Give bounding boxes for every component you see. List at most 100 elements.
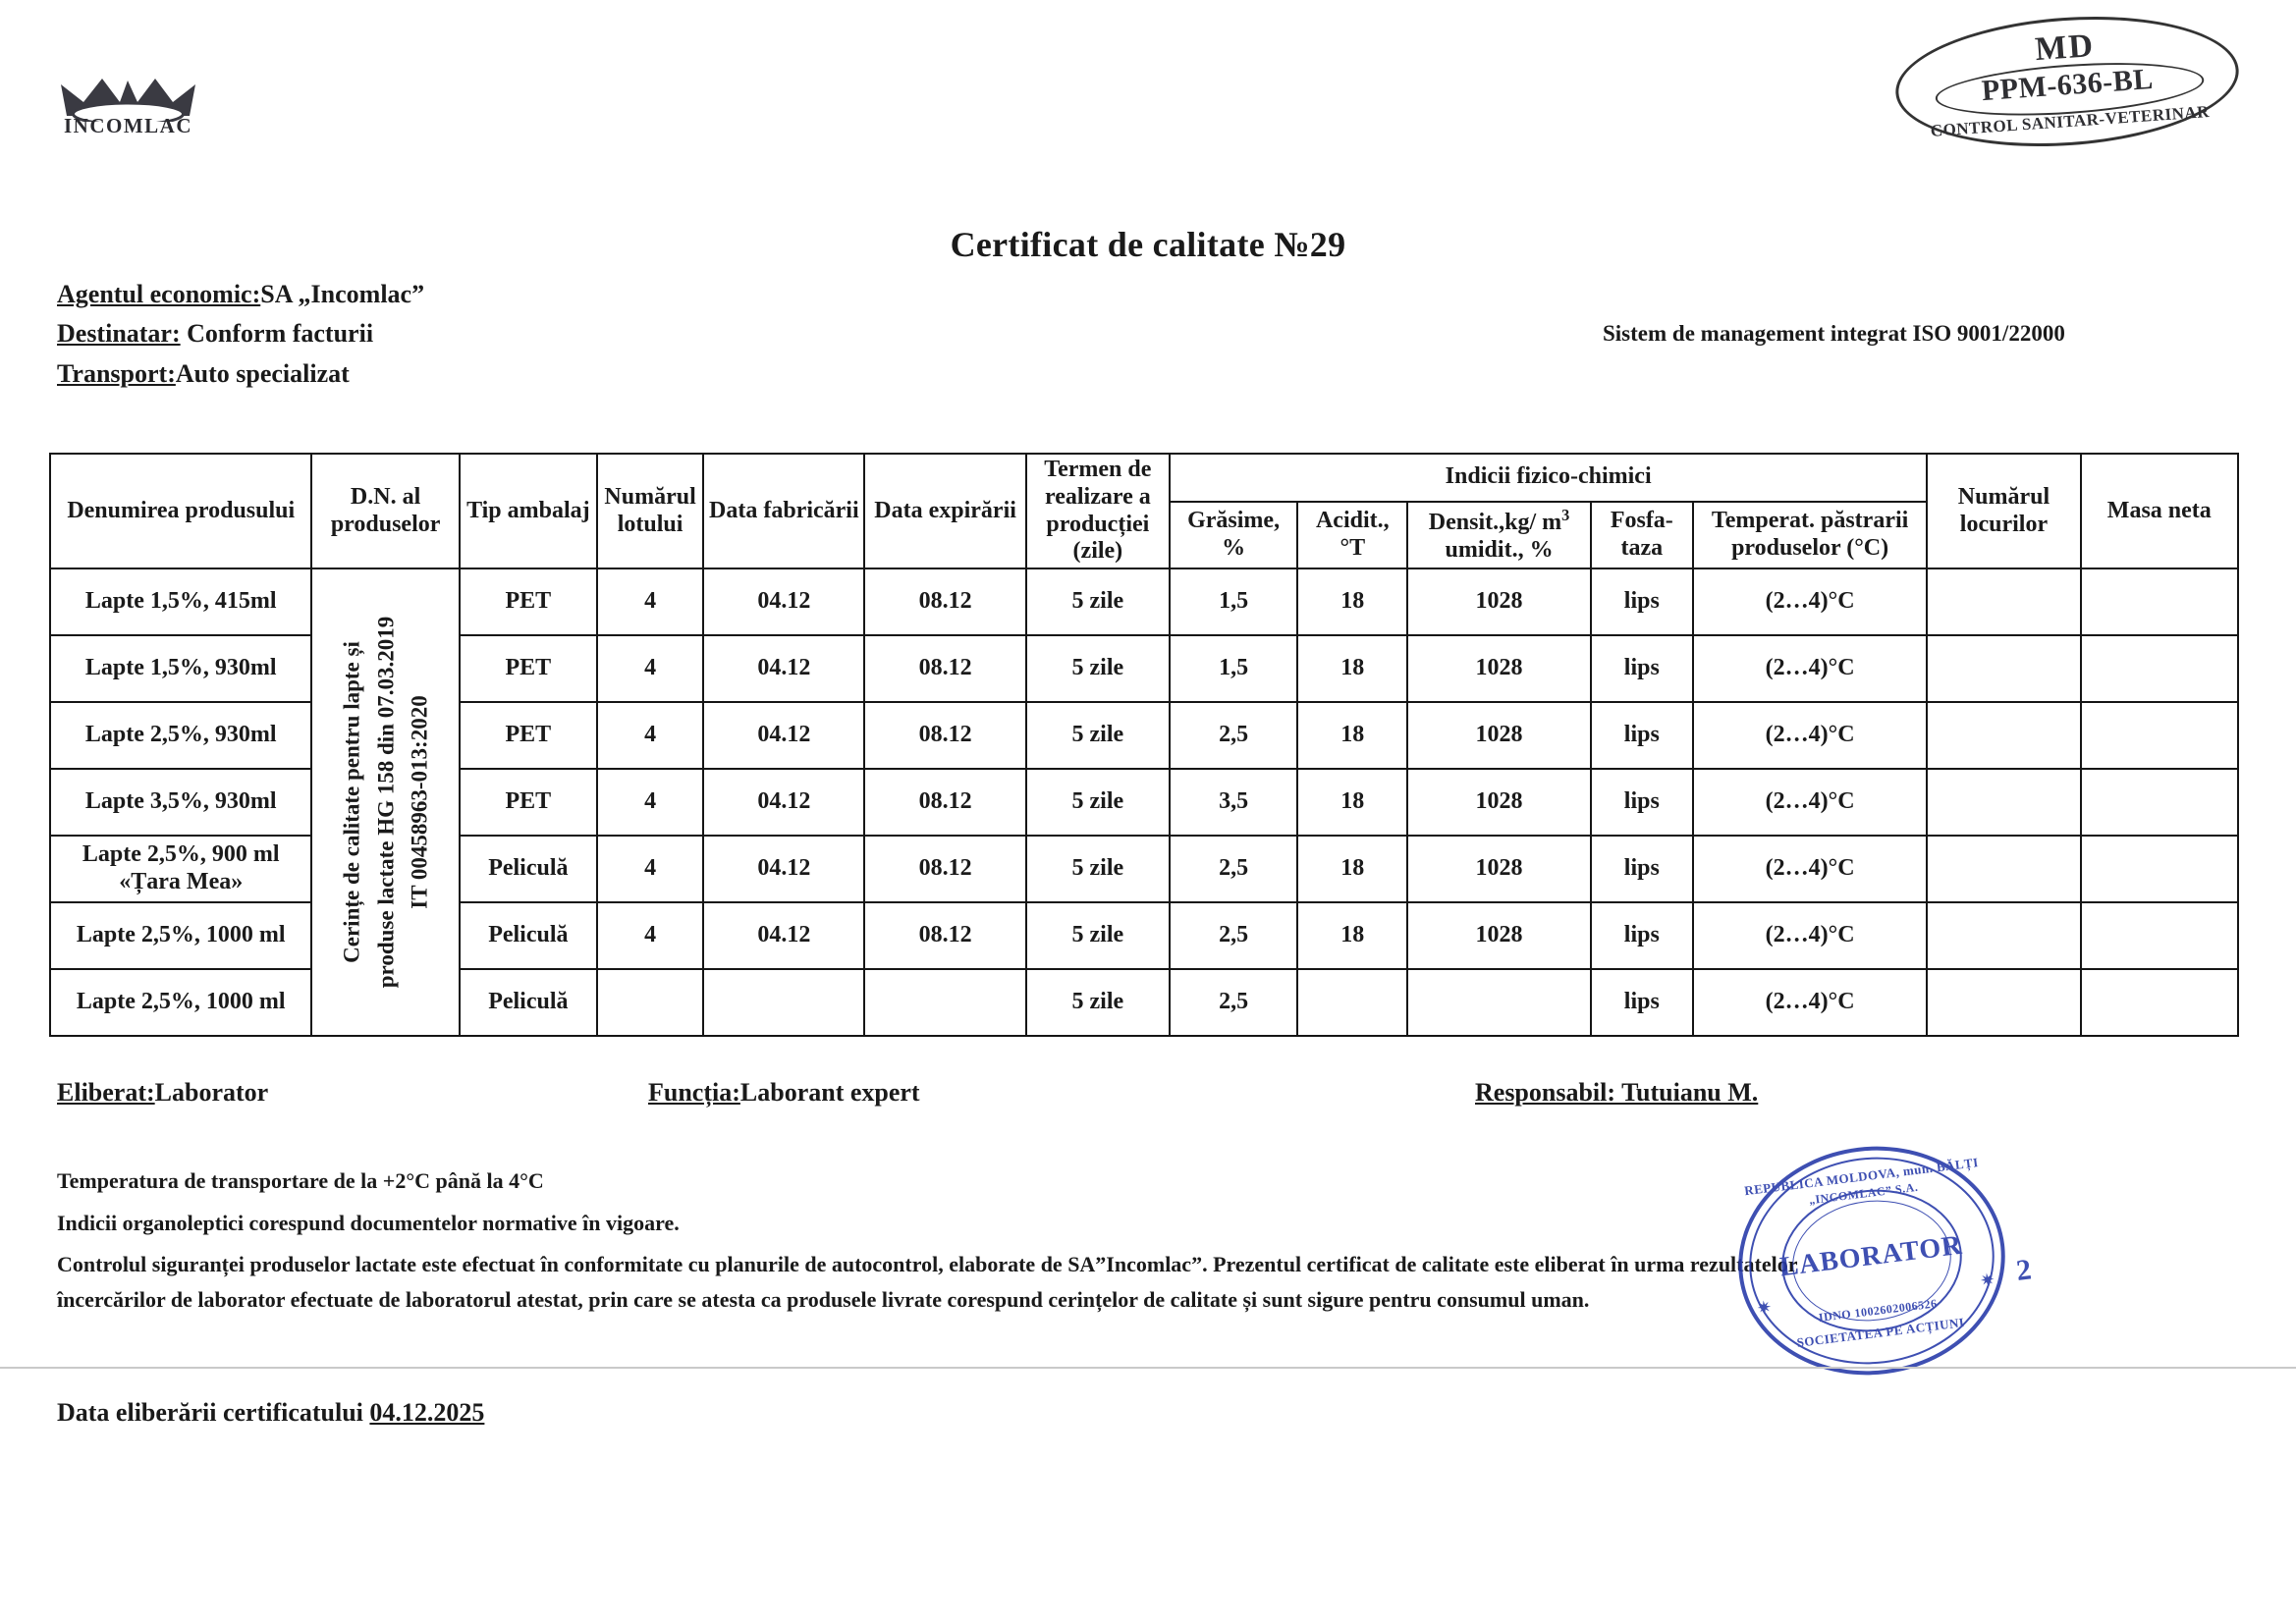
acidity-cell — [1296, 968, 1409, 1038]
acidity-cell: 18 — [1296, 768, 1409, 838]
packaging-type-cell: Peliculă — [458, 901, 598, 971]
net-mass-cell — [2079, 634, 2240, 704]
lot-number-cell: 4 — [595, 568, 705, 637]
manufacture-date-cell: 04.12 — [702, 835, 866, 904]
issue-date-line: Data eliberării certificatului 04.12.202… — [57, 1398, 484, 1428]
table-row: Lapte 1,5%, 415ml Cerințe de calitate pen… — [48, 568, 2240, 1038]
col-fosfataza: Fosfa-taza — [1589, 500, 1694, 570]
manufacture-date-cell: 04.12 — [702, 901, 866, 971]
packaging-type-cell: Peliculă — [458, 835, 598, 904]
density-cell: 1028 — [1406, 568, 1592, 637]
dn-text-line2: produse lactate HG 158 din 07.03.2019 — [372, 617, 398, 989]
product-name-cell: Lapte 2,5%, 930ml — [48, 701, 313, 771]
col-denumirea-produsului: Denumirea produsului — [48, 452, 313, 570]
col-numarul-locurilor: Numărul locurilor — [1926, 452, 2082, 570]
phosphatase-cell: lips — [1589, 968, 1694, 1038]
col-densitate: Densit.,kg/ m3 umidit., % — [1406, 500, 1592, 570]
places-count-cell — [1926, 568, 2082, 637]
certificate-table-wrapper: Denumirea produsului D.N. al produselor … — [48, 452, 2240, 1038]
table-head: Denumirea produsului D.N. al produselor … — [48, 452, 2240, 570]
storage-temperature-cell: (2…4)°C — [1691, 701, 1929, 771]
col-data-fabricarii: Data fabricării — [702, 452, 866, 570]
storage-temperature-cell: (2…4)°C — [1691, 901, 1929, 971]
expiry-date-cell: 08.12 — [863, 901, 1027, 971]
col-numarul-lotului: Numărul lotului — [595, 452, 705, 570]
expiry-date-cell: 08.12 — [863, 568, 1027, 637]
col-masa-neta: Masa neta — [2079, 452, 2240, 570]
table-row: Lapte 2,5%, 930ml PET 4 04.12 08.12 5 zile 2,5… — [48, 701, 2240, 771]
functia-value: Laborant expert — [739, 1078, 920, 1107]
header-row-2: Grăsime, % Acidit., °T Densit.,kg/ m3 um… — [50, 500, 2238, 570]
lot-number-cell: 4 — [595, 634, 705, 704]
shelf-life-cell: 5 zile — [1024, 634, 1171, 704]
packaging-type-cell: PET — [458, 768, 598, 838]
destinatar-label: Destinatar: — [57, 319, 181, 348]
expiry-date-cell: 08.12 — [863, 835, 1027, 904]
phosphatase-cell: lips — [1589, 768, 1694, 838]
product-name-cell: Lapte 1,5%, 930ml — [48, 634, 313, 704]
places-count-cell — [1926, 701, 2082, 771]
density-cell: 1028 — [1406, 634, 1592, 704]
laboratory-stamp: REPUBLICA MOLDOVA, mun. BĂLȚI „INCOMLAC”… — [1724, 1131, 2033, 1390]
acidity-cell: 18 — [1296, 701, 1409, 771]
expiry-date-cell: 08.12 — [863, 634, 1027, 704]
storage-temperature-cell: (2…4)°C — [1691, 634, 1929, 704]
density-cell: 1028 — [1406, 768, 1592, 838]
col-grasime: Grăsime, % — [1168, 500, 1299, 570]
dn-text-line1: Cerințe de calitate pentru lapte și — [338, 641, 363, 964]
note-transport-temperature: Temperatura de transportare de la +2°C p… — [57, 1168, 544, 1193]
acidity-cell: 18 — [1296, 568, 1409, 637]
expiry-date-cell — [863, 968, 1027, 1038]
page-number: 2 — [2014, 1253, 2034, 1287]
fat-content-cell: 2,5 — [1168, 968, 1299, 1038]
places-count-cell — [1926, 968, 2082, 1038]
eliberat-label: Eliberat: — [57, 1078, 155, 1107]
product-name-cell: Lapte 3,5%, 930ml — [48, 768, 313, 838]
manufacture-date-cell: 04.12 — [702, 634, 866, 704]
manufacture-date-cell: 04.12 — [702, 768, 866, 838]
density-cell: 1028 — [1406, 701, 1592, 771]
shelf-life-cell: 5 zile — [1024, 835, 1171, 904]
responsabil-line: Responsabil: Tutuianu M. — [1475, 1078, 1758, 1108]
net-mass-cell — [2079, 701, 2240, 771]
net-mass-cell — [2079, 835, 2240, 904]
product-name-cell: Lapte 1,5%, 415ml — [48, 568, 313, 637]
acidity-cell: 18 — [1296, 634, 1409, 704]
agent-economic-value: SA „Incomlac” — [260, 280, 425, 308]
fat-content-cell: 1,5 — [1168, 634, 1299, 704]
shelf-life-cell: 5 zile — [1024, 901, 1171, 971]
packaging-type-cell: PET — [458, 634, 598, 704]
density-cell: 1028 — [1406, 901, 1592, 971]
acidity-cell: 18 — [1296, 835, 1409, 904]
transport-value: Auto specializat — [175, 359, 350, 388]
product-name-cell: Lapte 2,5%, 900 ml «Țara Mea» — [48, 835, 313, 904]
shelf-life-cell: 5 zile — [1024, 568, 1171, 637]
manufacture-date-cell: 04.12 — [702, 568, 866, 637]
agent-economic-label: Agentul economic: — [57, 280, 261, 308]
col-temperatura-pastrarii: Temperat. păstrarii produselor (°C) — [1691, 500, 1929, 570]
functia-label: Funcția: — [648, 1078, 740, 1107]
table-row: Lapte 2,5%, 1000 ml Peliculă 4 04.12 08.12 5 … — [48, 901, 2240, 971]
fat-content-cell: 1,5 — [1168, 568, 1299, 637]
fat-content-cell: 2,5 — [1168, 901, 1299, 971]
dn-rotated-text: Cerințe de calitate pentru lapte și produ… — [335, 617, 437, 988]
densitate-line2: umidit., % — [1445, 536, 1554, 563]
iso-certification-note: Sistem de management integrat ISO 9001/2… — [1603, 321, 2065, 346]
net-mass-cell — [2079, 968, 2240, 1038]
footer-divider — [0, 1367, 2296, 1369]
star-icon-right: ✷ — [1979, 1269, 1996, 1291]
lot-number-cell — [595, 968, 705, 1038]
note-organoleptic: Indicii organoleptici corespund document… — [57, 1211, 680, 1235]
incomlac-logo: INCOMLAC — [57, 77, 199, 143]
phosphatase-cell: lips — [1589, 701, 1694, 771]
dn-normative-document-cell: Cerințe de calitate pentru lapte și produ… — [310, 568, 461, 1038]
manufacture-date-cell — [702, 968, 866, 1038]
note-control-line2: încercărilor de laborator efectuate de l… — [57, 1287, 1590, 1312]
lot-number-cell: 4 — [595, 768, 705, 838]
table-row: Lapte 3,5%, 930ml PET 4 04.12 08.12 5 zile 3,5… — [48, 768, 2240, 838]
net-mass-cell — [2079, 568, 2240, 637]
table-row: Lapte 1,5%, 930ml PET 4 04.12 08.12 5 zile 1,5… — [48, 634, 2240, 704]
shelf-life-cell: 5 zile — [1024, 768, 1171, 838]
lot-number-cell: 4 — [595, 901, 705, 971]
